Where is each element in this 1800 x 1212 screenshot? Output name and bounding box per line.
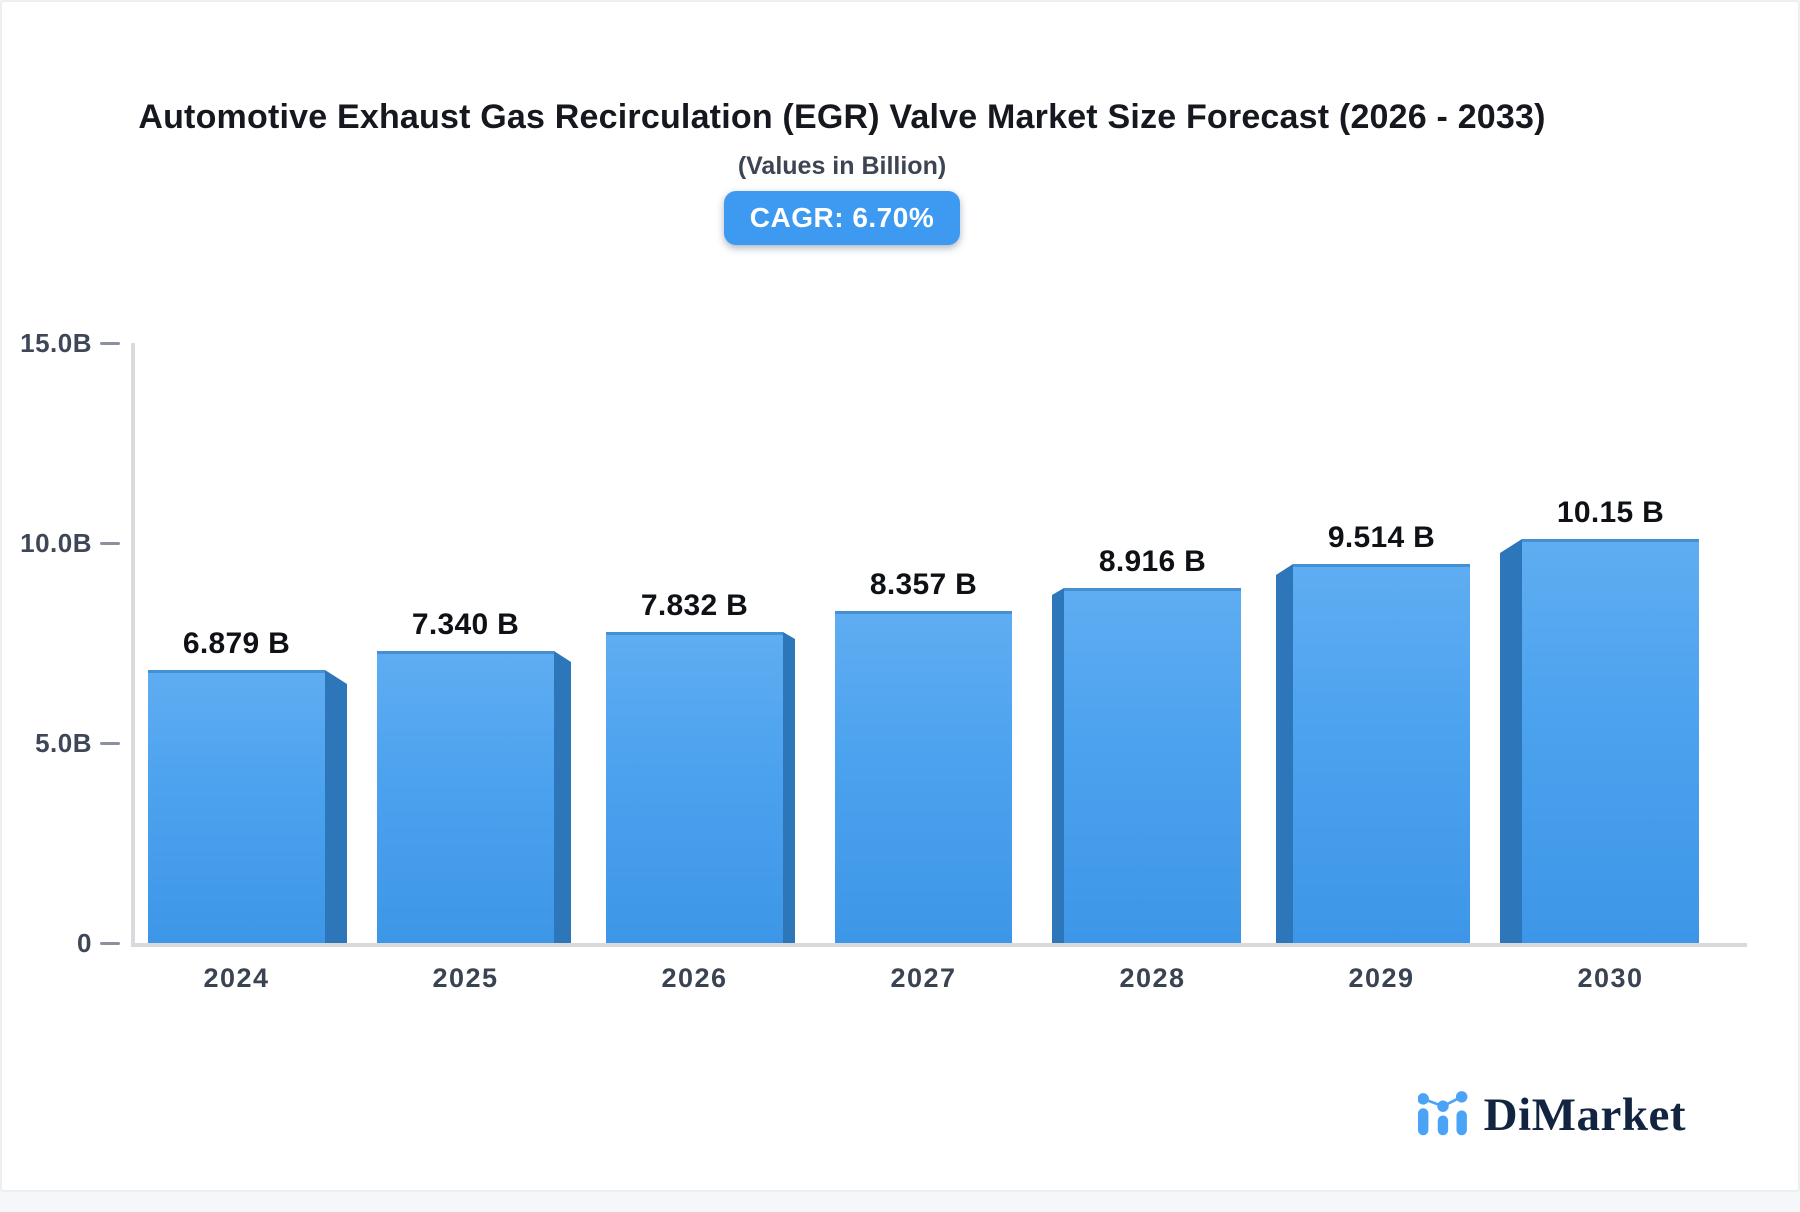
bar-value-label: 6.879 B (182, 627, 291, 660)
x-axis-label-2026: 2026 (661, 963, 728, 993)
bar-side-2025 (554, 651, 571, 943)
bar-2028[interactable] (1064, 588, 1241, 943)
bar-side-2026 (783, 632, 795, 943)
bar-value-label: 8.916 B (1098, 545, 1207, 578)
y-axis-tick (100, 342, 120, 345)
y-axis-tick-label: 10.0B (20, 528, 92, 558)
bar-value-label: 7.832 B (640, 589, 749, 622)
bar-value-label: 8.357 B (869, 568, 978, 601)
x-axis-label-2028: 2028 (1119, 963, 1186, 993)
bar-2026[interactable] (606, 632, 783, 943)
chart-header: Automotive Exhaust Gas Recirculation (EG… (2, 90, 1682, 246)
x-axis-label-2025: 2025 (432, 963, 499, 993)
x-axis-label-2024: 2024 (203, 963, 270, 993)
chart-title: Automotive Exhaust Gas Recirculation (EG… (138, 98, 1546, 136)
bar-2025[interactable] (377, 651, 554, 943)
bar-value-label: 10.15 B (1556, 496, 1665, 529)
brand-logo: DiMarket (1417, 1088, 1686, 1142)
bar-side-2028 (1052, 588, 1064, 943)
bar-side-2029 (1276, 564, 1293, 943)
bar-2030[interactable] (1522, 539, 1699, 943)
y-axis-tick (100, 542, 120, 545)
bar-side-2024 (325, 670, 347, 943)
x-axis-label-2027: 2027 (890, 963, 957, 993)
bar-side-2030 (1500, 539, 1522, 943)
bar-chart-icon (1417, 1091, 1468, 1136)
y-axis-tick-label: 15.0B (20, 328, 92, 358)
brand-name: DiMarket (1483, 1089, 1686, 1141)
chart-subtitle: (Values in Billion) (737, 152, 947, 181)
y-axis-tick (100, 942, 120, 945)
y-axis-tick-label: 5.0B (35, 728, 92, 758)
y-axis-tick (100, 742, 120, 745)
bar-value-label: 9.514 B (1327, 521, 1436, 554)
x-axis-line (131, 943, 1747, 947)
y-axis-line (131, 343, 135, 947)
x-axis-label-2030: 2030 (1577, 963, 1644, 993)
bar-2027[interactable] (835, 611, 1012, 943)
x-axis-label-2029: 2029 (1348, 963, 1415, 993)
bar-chart-plot: 15.0B 10.0B 5.0B 0 6.879 B 2024 7.340 B 2025 7.8… (2, 2, 1798, 1190)
cagr-badge: CAGR: 6.70% (723, 191, 961, 246)
bar-2024[interactable] (148, 670, 325, 943)
y-axis-tick-label: 0 (77, 928, 92, 958)
bar-2029[interactable] (1293, 564, 1470, 943)
bar-value-label: 7.340 B (411, 608, 520, 641)
